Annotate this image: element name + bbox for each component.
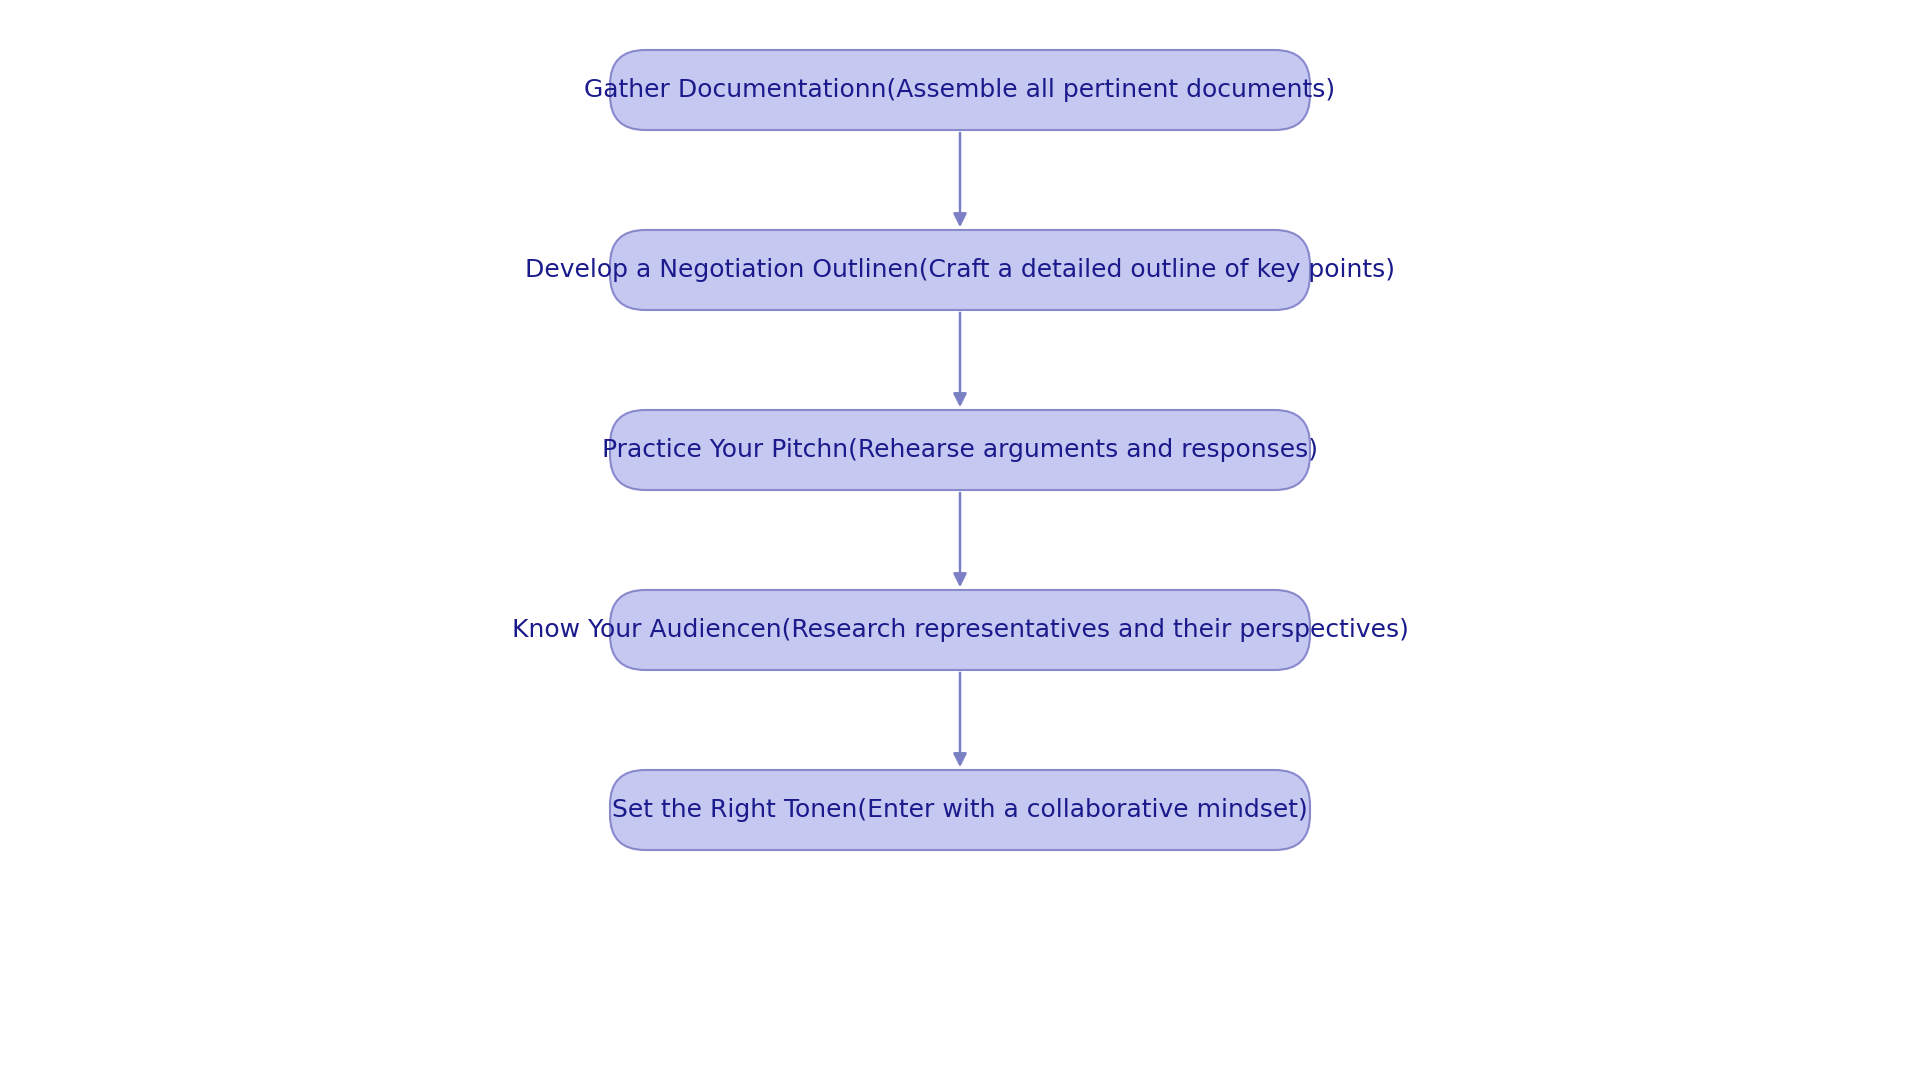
FancyBboxPatch shape bbox=[611, 50, 1309, 130]
FancyBboxPatch shape bbox=[611, 410, 1309, 490]
Text: Know Your Audiencen(Research representatives and their perspectives): Know Your Audiencen(Research representat… bbox=[511, 618, 1409, 642]
Text: Gather Documentationn(Assemble all pertinent documents): Gather Documentationn(Assemble all perti… bbox=[584, 78, 1336, 102]
Text: Develop a Negotiation Outlinen(Craft a detailed outline of key points): Develop a Negotiation Outlinen(Craft a d… bbox=[524, 258, 1396, 282]
Text: Practice Your Pitchn(Rehearse arguments and responses): Practice Your Pitchn(Rehearse arguments … bbox=[603, 438, 1317, 462]
FancyBboxPatch shape bbox=[611, 770, 1309, 850]
FancyBboxPatch shape bbox=[611, 230, 1309, 310]
FancyBboxPatch shape bbox=[611, 590, 1309, 670]
Text: Set the Right Tonen(Enter with a collaborative mindset): Set the Right Tonen(Enter with a collabo… bbox=[612, 798, 1308, 822]
